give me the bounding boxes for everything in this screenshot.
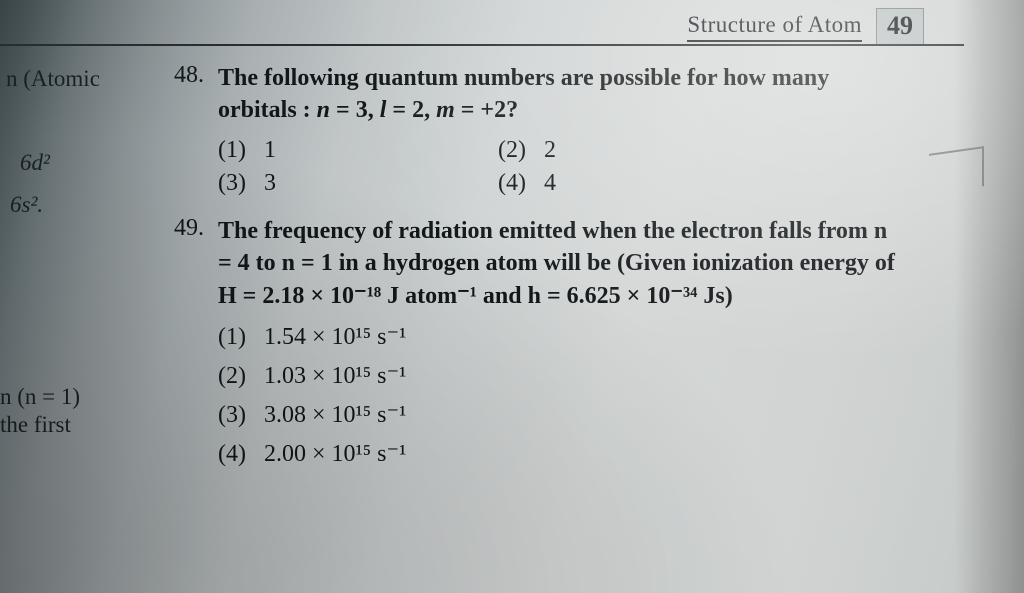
options: (1) 1.54 × 10¹⁵ s⁻¹ (2) 1.03 × 10¹⁵ s⁻¹ (3…	[218, 322, 904, 468]
header-rule	[0, 44, 964, 46]
option: (1) 1	[218, 137, 438, 164]
left-margin-fragment: n (n = 1)	[0, 384, 80, 410]
option: (2) 1.03 × 10¹⁵ s⁻¹	[218, 361, 438, 390]
option: (2) 2	[498, 137, 718, 164]
page-photo: Structure of Atom 49 n (Atomic 6d² 6s². n (…	[0, 0, 1024, 593]
option: (3) 3	[218, 170, 438, 197]
options: (1) 1 (2) 2 (3) 3 (4) 4	[218, 137, 904, 197]
chapter-title: Structure of Atom	[687, 12, 862, 42]
option: (3) 3.08 × 10¹⁵ s⁻¹	[218, 400, 438, 429]
left-margin-fragment: n (Atomic	[6, 66, 100, 92]
left-margin-fragment: 6s².	[10, 192, 43, 218]
question-number: 48.	[160, 62, 204, 127]
question-text: The frequency of radiation emitted when …	[218, 215, 904, 312]
content-area: 48. The following quantum numbers are pos…	[160, 62, 904, 486]
question: 49. The frequency of radiation emitted wh…	[160, 215, 904, 468]
page-crease	[929, 146, 984, 194]
page-curl-shadow	[954, 0, 1024, 593]
option: (4) 4	[498, 170, 718, 197]
option: (1) 1.54 × 10¹⁵ s⁻¹	[218, 322, 438, 351]
question-text: The following quantum numbers are possib…	[218, 62, 904, 127]
chapter-header: Structure of Atom 49	[687, 8, 924, 46]
page-number-box: 49	[876, 8, 924, 46]
left-margin-fragment: the first	[0, 412, 71, 438]
question: 48. The following quantum numbers are pos…	[160, 62, 904, 197]
question-number: 49.	[160, 215, 204, 312]
left-margin-fragment: 6d²	[20, 150, 50, 176]
option: (4) 2.00 × 10¹⁵ s⁻¹	[218, 439, 438, 468]
